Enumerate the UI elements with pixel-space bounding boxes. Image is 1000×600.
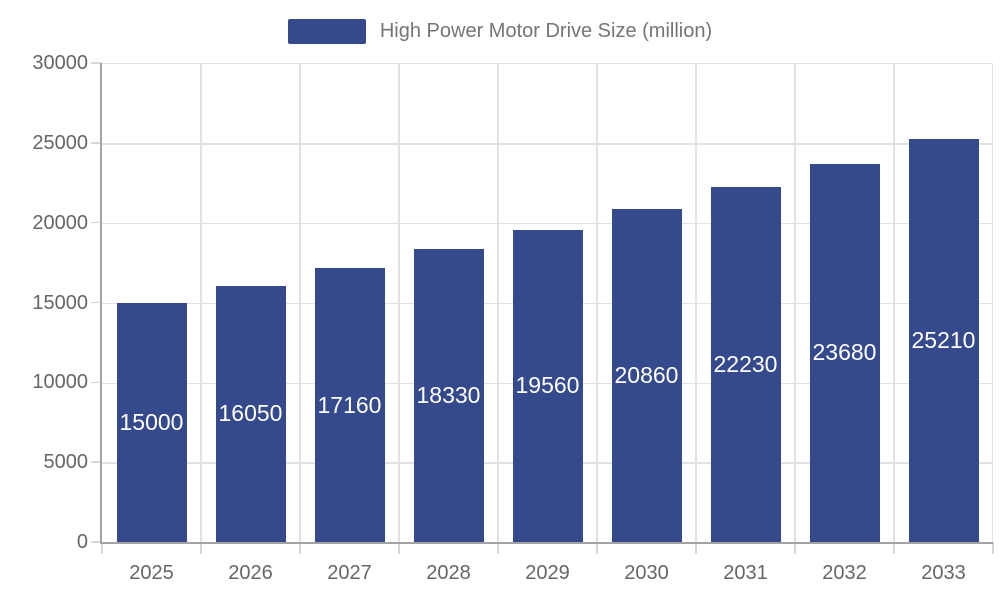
y-axis-tick xyxy=(91,62,101,64)
legend-swatch[interactable] xyxy=(287,19,366,44)
bar-value-label: 20860 xyxy=(614,361,679,388)
bar-value-label: 22230 xyxy=(713,351,778,378)
plot-area: 15000 16050 17160 18330 19560 20860 22230 23680… xyxy=(102,63,993,542)
v-gridline xyxy=(299,64,301,542)
bar-value-label: 17160 xyxy=(317,391,382,418)
x-axis-tick xyxy=(497,542,499,554)
bar-value-label: 16050 xyxy=(218,400,283,427)
x-axis-tick xyxy=(695,542,697,554)
bar[interactable]: 22230 xyxy=(710,187,781,542)
y-axis-label: 20000 xyxy=(32,211,88,234)
v-gridline xyxy=(497,64,499,542)
x-axis-tick xyxy=(992,542,994,554)
y-axis-label: 0 xyxy=(76,531,88,553)
y-axis-tick xyxy=(91,142,101,144)
bar-value-label: 23680 xyxy=(812,339,877,366)
h-gridline xyxy=(102,222,992,225)
bar[interactable]: 18330 xyxy=(413,249,484,542)
y-axis-label: 10000 xyxy=(32,371,88,394)
x-axis-label: 2032 xyxy=(822,562,867,584)
bar[interactable]: 25210 xyxy=(908,139,979,542)
y-axis-label: 5000 xyxy=(43,451,89,474)
x-axis-tick xyxy=(299,542,301,554)
bar[interactable]: 19560 xyxy=(512,229,583,542)
y-axis-label: 25000 xyxy=(32,131,88,154)
x-axis-label: 2033 xyxy=(921,562,966,584)
y-axis-line xyxy=(100,63,102,542)
y-axis-tick xyxy=(91,461,101,463)
x-axis-tick xyxy=(200,542,202,554)
x-axis-line xyxy=(100,542,993,544)
bar[interactable]: 16050 xyxy=(215,285,286,542)
y-axis-tick xyxy=(91,381,101,384)
x-axis-label: 2029 xyxy=(525,562,570,584)
legend-label[interactable]: High Power Motor Drive Size (million) xyxy=(379,20,713,42)
bar-value-label: 15000 xyxy=(119,408,184,435)
y-axis-label: 30000 xyxy=(32,52,88,74)
y-axis-tick xyxy=(91,221,101,224)
x-axis-tick xyxy=(893,542,895,554)
bar[interactable]: 15000 xyxy=(116,302,187,542)
bar[interactable]: 20860 xyxy=(611,208,682,542)
v-gridline xyxy=(695,64,697,542)
y-axis-tick xyxy=(91,541,101,543)
v-gridline xyxy=(596,64,598,542)
bar-value-label: 25210 xyxy=(911,327,976,354)
bar[interactable]: 17160 xyxy=(314,268,385,542)
x-axis-label: 2025 xyxy=(129,562,174,584)
x-axis-tick xyxy=(794,542,796,554)
v-gridline xyxy=(893,64,895,542)
bar-value-label: 19560 xyxy=(515,372,580,399)
x-axis-tick xyxy=(596,542,598,554)
v-gridline xyxy=(794,64,796,542)
v-gridline xyxy=(200,64,202,542)
x-axis-tick xyxy=(398,542,400,554)
y-axis-tick xyxy=(91,301,101,304)
x-axis-label: 2030 xyxy=(624,562,669,584)
y-axis-label: 15000 xyxy=(32,291,88,314)
bar[interactable]: 23680 xyxy=(809,163,880,542)
legend[interactable]: High Power Motor Drive Size (million) xyxy=(0,19,1000,44)
v-gridline xyxy=(398,64,400,542)
bar-value-label: 18330 xyxy=(416,382,481,409)
x-axis-label: 2031 xyxy=(723,562,768,584)
h-gridline xyxy=(102,143,992,145)
x-axis-label: 2026 xyxy=(228,562,273,584)
x-axis-tick xyxy=(101,542,103,554)
x-axis-label: 2028 xyxy=(426,562,471,584)
x-axis-label: 2027 xyxy=(327,562,372,584)
